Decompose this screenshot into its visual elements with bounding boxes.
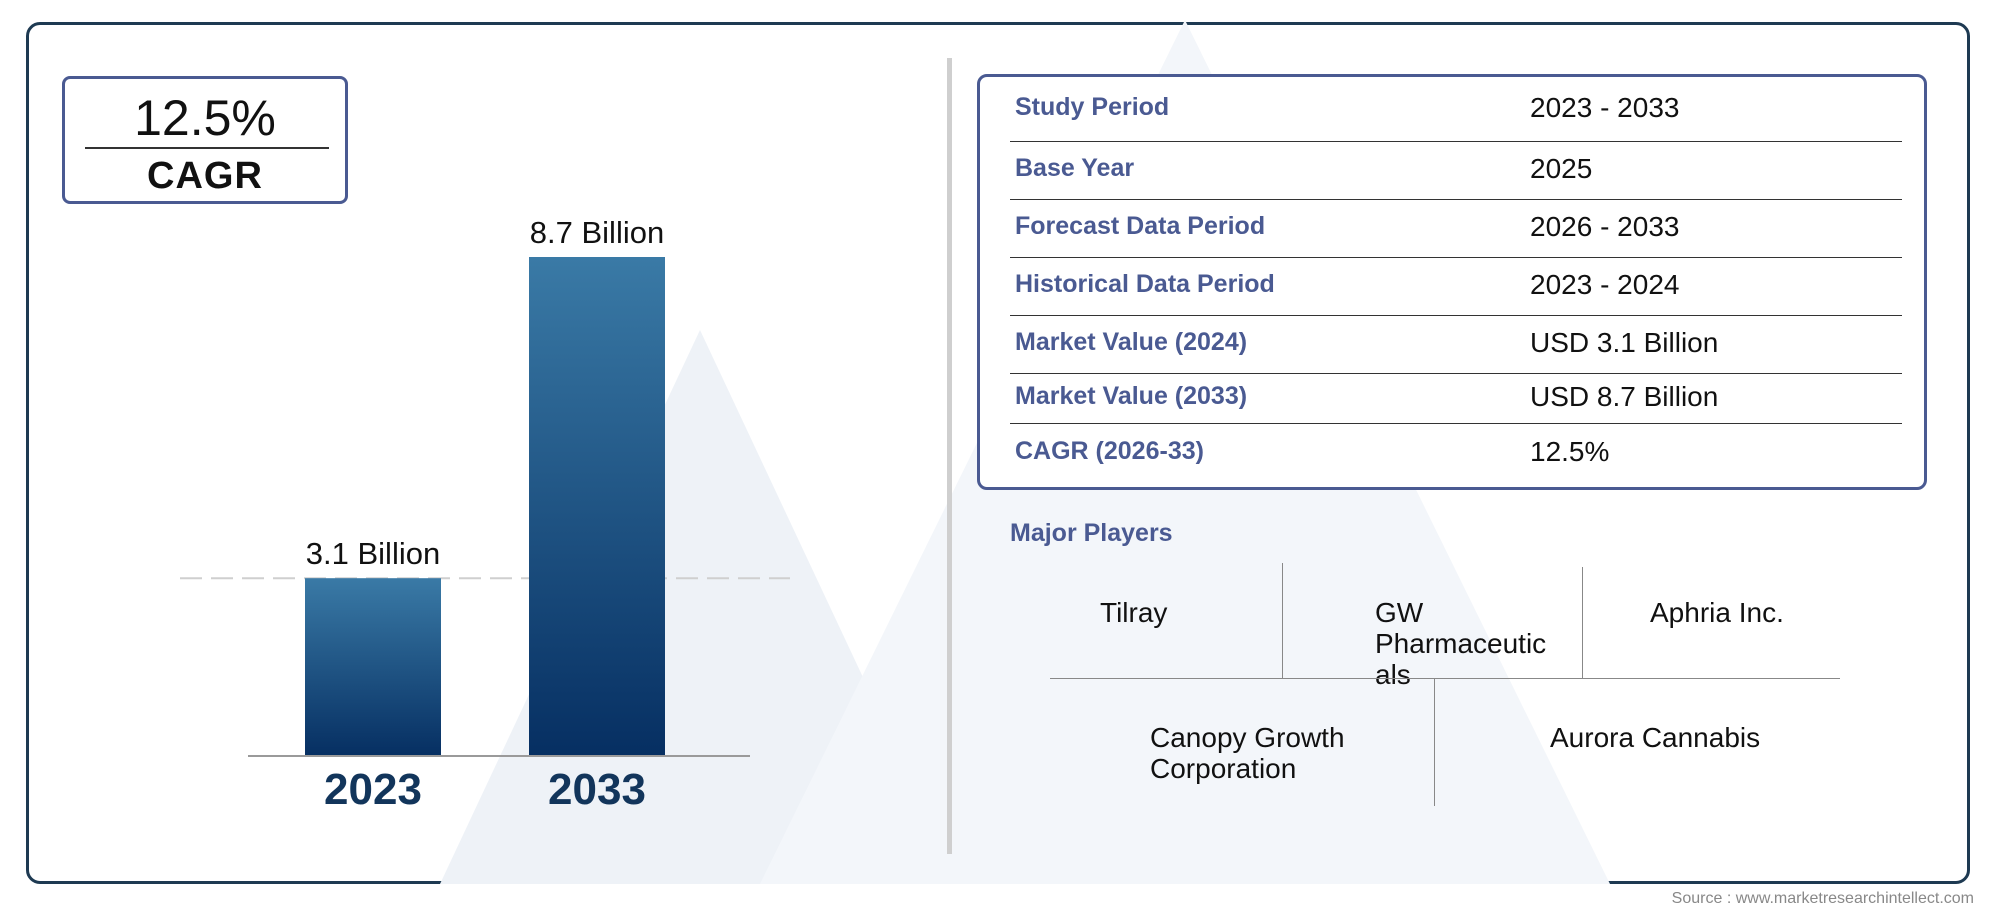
info-row-value: 2023 - 2033 xyxy=(1530,92,1680,123)
info-row: CAGR (2026-33) 12.5% xyxy=(1010,423,1902,483)
player-name: Aurora Cannabis xyxy=(1550,722,1761,753)
info-row-value: 2023 - 2024 xyxy=(1530,269,1680,300)
info-row: Market Value (2024) USD 3.1 Billion xyxy=(1010,315,1902,374)
player-name: Tilray xyxy=(1100,597,1168,628)
info-row: Study Period 2023 - 2033 xyxy=(1010,77,1902,142)
players-grid-line xyxy=(1434,679,1435,806)
data-label-2023: 3.1 Billion xyxy=(306,536,440,571)
cagr-divider xyxy=(85,147,329,149)
info-row-label: Market Value (2024) xyxy=(1015,328,1248,356)
cagr-badge: 12.5% CAGR xyxy=(62,76,348,204)
info-row-label: Forecast Data Period xyxy=(1015,212,1266,240)
bar-2023 xyxy=(305,578,441,756)
info-row-label: Base Year xyxy=(1015,154,1135,182)
market-info-table: Study Period 2023 - 2033 Base Year 2025 Fore… xyxy=(977,74,1927,490)
source-note: Source : www.marketresearchintellect.com xyxy=(1671,890,1974,907)
data-label-2033: 8.7 Billion xyxy=(530,215,664,250)
cagr-value: 12.5% xyxy=(134,90,276,146)
info-row-label: CAGR (2026-33) xyxy=(1015,437,1204,465)
info-row-value: 2026 - 2033 xyxy=(1530,211,1680,242)
vertical-divider xyxy=(947,58,952,854)
info-row: Historical Data Period 2023 - 2024 xyxy=(1010,257,1902,316)
players-grid-line xyxy=(1582,567,1583,678)
info-row: Forecast Data Period 2026 - 2033 xyxy=(1010,199,1902,258)
players-grid-line xyxy=(1282,563,1283,678)
player-name: Canopy Growth Corporation xyxy=(1150,722,1345,784)
info-row-value: USD 8.7 Billion xyxy=(1530,381,1719,412)
info-row: Base Year 2025 xyxy=(1010,141,1902,200)
info-row-value: 2025 xyxy=(1530,153,1593,184)
player-name: GW Pharmaceutic als xyxy=(1375,597,1547,690)
cagr-label: CAGR xyxy=(147,155,263,197)
major-players-title: Major Players xyxy=(1010,519,1173,547)
info-row-label: Study Period xyxy=(1015,93,1170,121)
info-row-value: USD 3.1 Billion xyxy=(1530,327,1719,358)
category-label-2023: 2023 xyxy=(324,765,422,814)
bar-2033 xyxy=(529,257,665,756)
info-row-label: Market Value (2033) xyxy=(1015,382,1248,410)
players-grid-line xyxy=(1050,678,1840,679)
player-name: Aphria Inc. xyxy=(1650,597,1784,628)
info-row-value: 12.5% xyxy=(1530,436,1610,467)
info-row: Market Value (2033) USD 8.7 Billion xyxy=(1010,373,1902,424)
category-label-2033: 2033 xyxy=(548,765,646,814)
info-row-label: Historical Data Period xyxy=(1015,270,1275,298)
